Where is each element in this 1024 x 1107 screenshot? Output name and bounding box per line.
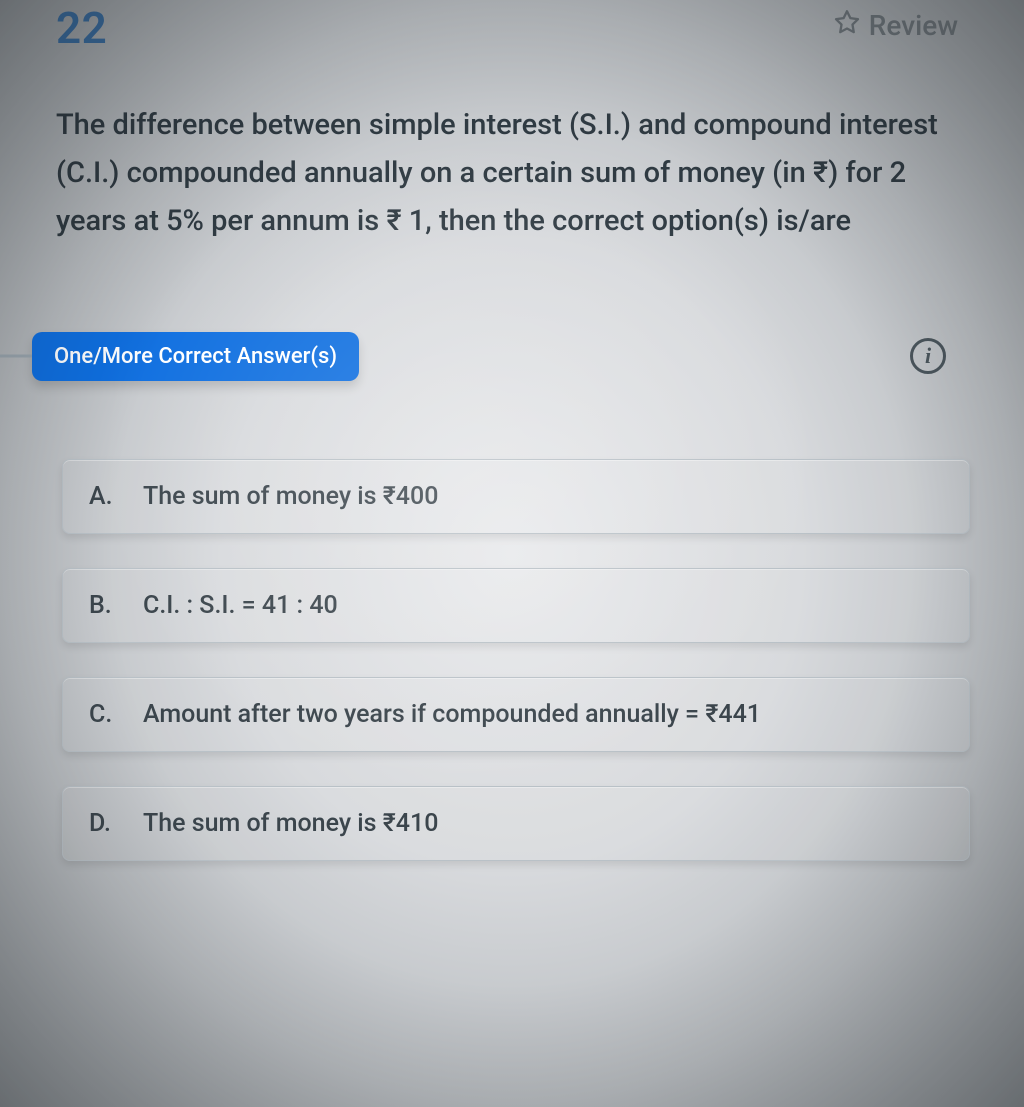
review-button[interactable]: Review bbox=[833, 8, 958, 43]
info-icon[interactable]: i bbox=[910, 338, 946, 374]
review-label: Review bbox=[869, 9, 958, 42]
option-text: Amount after two years if compounded ann… bbox=[143, 700, 761, 729]
options-list: A. The sum of money is ₹400 B. C.I. : S.… bbox=[56, 459, 976, 861]
question-screen: 22 Review The difference between simple … bbox=[0, 0, 1024, 1107]
option-d[interactable]: D. The sum of money is ₹410 bbox=[62, 786, 970, 861]
option-letter: D. bbox=[89, 809, 115, 838]
header: 22 Review bbox=[56, 0, 976, 54]
option-text: The sum of money is ₹410 bbox=[143, 809, 438, 838]
option-letter: B. bbox=[89, 591, 115, 620]
option-letter: A. bbox=[89, 482, 115, 511]
answer-type-row: One/More Correct Answer(s) i bbox=[32, 332, 976, 381]
answer-type-badge: One/More Correct Answer(s) bbox=[32, 332, 359, 381]
star-outline-icon bbox=[833, 8, 861, 43]
option-c[interactable]: C. Amount after two years if compounded … bbox=[62, 677, 970, 752]
option-text: C.I. : S.I. = 41 : 40 bbox=[143, 591, 338, 620]
option-letter: C. bbox=[89, 700, 115, 729]
question-number: 22 bbox=[56, 2, 107, 54]
option-a[interactable]: A. The sum of money is ₹400 bbox=[62, 459, 970, 534]
question-text: The difference between simple interest (… bbox=[56, 102, 956, 246]
option-text: The sum of money is ₹400 bbox=[143, 482, 438, 511]
option-b[interactable]: B. C.I. : S.I. = 41 : 40 bbox=[62, 568, 970, 643]
